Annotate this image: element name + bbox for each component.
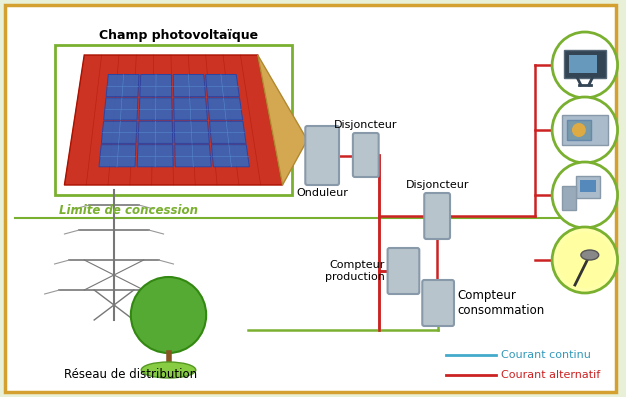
FancyBboxPatch shape (580, 180, 596, 192)
FancyBboxPatch shape (423, 280, 454, 326)
Circle shape (552, 162, 618, 228)
Polygon shape (139, 98, 172, 120)
Text: Disjoncteur: Disjoncteur (406, 180, 469, 190)
Text: Onduleur: Onduleur (296, 188, 348, 198)
FancyBboxPatch shape (424, 193, 450, 239)
Polygon shape (174, 121, 209, 143)
Polygon shape (175, 145, 211, 167)
Polygon shape (138, 121, 173, 143)
Text: Compteur
consommation: Compteur consommation (457, 289, 544, 317)
Polygon shape (258, 55, 307, 185)
Polygon shape (210, 121, 246, 143)
FancyBboxPatch shape (5, 5, 615, 392)
FancyBboxPatch shape (562, 115, 608, 145)
Ellipse shape (581, 250, 598, 260)
Polygon shape (140, 75, 172, 96)
Text: Disjoncteur: Disjoncteur (334, 120, 398, 130)
Text: Courant alternatif: Courant alternatif (501, 370, 600, 380)
FancyBboxPatch shape (567, 120, 591, 140)
Polygon shape (106, 75, 139, 96)
Circle shape (552, 227, 618, 293)
Text: Réseau de distribution: Réseau de distribution (64, 368, 198, 382)
FancyBboxPatch shape (54, 45, 292, 195)
FancyBboxPatch shape (305, 126, 339, 185)
Polygon shape (208, 98, 243, 120)
Polygon shape (137, 145, 173, 167)
Polygon shape (212, 145, 249, 167)
Text: Courant continu: Courant continu (501, 350, 590, 360)
Text: Compteur
production: Compteur production (325, 260, 384, 282)
Circle shape (131, 277, 206, 353)
FancyBboxPatch shape (562, 186, 576, 210)
Circle shape (552, 32, 618, 98)
Circle shape (552, 97, 618, 163)
FancyBboxPatch shape (387, 248, 419, 294)
Polygon shape (101, 121, 137, 143)
FancyBboxPatch shape (576, 176, 600, 198)
Polygon shape (104, 98, 138, 120)
Polygon shape (205, 75, 239, 96)
FancyBboxPatch shape (564, 50, 606, 78)
Ellipse shape (141, 362, 196, 378)
Text: Champ photovoltaïque: Champ photovoltaïque (99, 29, 259, 42)
Circle shape (572, 123, 586, 137)
Polygon shape (64, 55, 282, 185)
FancyBboxPatch shape (353, 133, 379, 177)
FancyBboxPatch shape (569, 55, 597, 73)
Text: Limite de concession: Limite de concession (59, 204, 198, 216)
Polygon shape (173, 98, 207, 120)
Polygon shape (173, 75, 205, 96)
Circle shape (557, 232, 613, 288)
Polygon shape (99, 145, 136, 167)
